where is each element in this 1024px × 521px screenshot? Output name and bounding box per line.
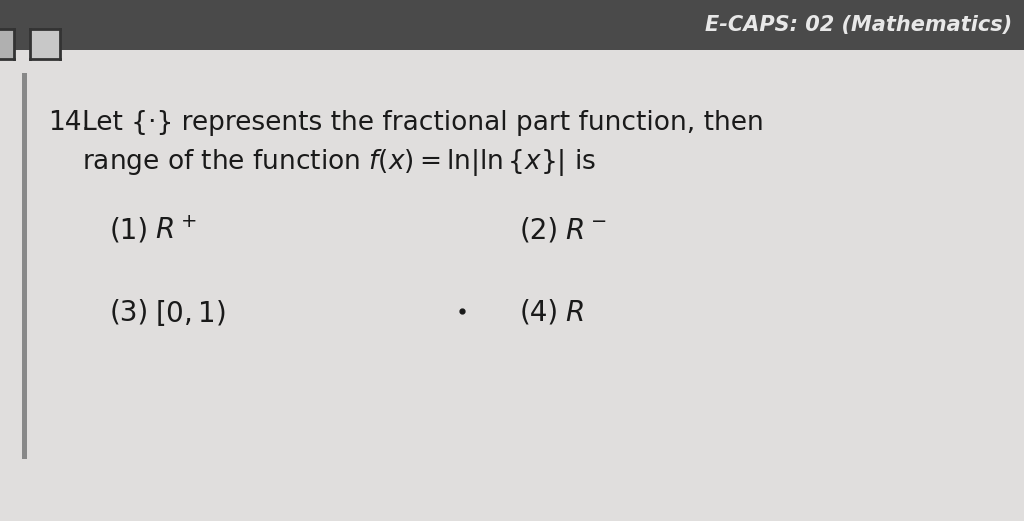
Text: $R^+$: $R^+$ xyxy=(155,217,197,245)
Text: $[0, 1)$: $[0, 1)$ xyxy=(155,298,225,328)
Text: (2): (2) xyxy=(520,217,559,245)
Text: (1): (1) xyxy=(110,217,150,245)
Text: (3): (3) xyxy=(110,299,150,327)
Bar xyxy=(22,73,27,459)
Text: $R^-$: $R^-$ xyxy=(565,217,606,245)
Bar xyxy=(30,29,60,59)
Text: 14.: 14. xyxy=(48,110,90,136)
Text: E-CAPS: 02 (Mathematics): E-CAPS: 02 (Mathematics) xyxy=(705,15,1012,35)
Text: (4): (4) xyxy=(520,299,559,327)
Text: Let {·} represents the fractional part function, then: Let {·} represents the fractional part f… xyxy=(82,110,764,136)
Bar xyxy=(0,29,14,59)
Text: range of the function $f(x) = \ln|\ln\{x\}|$ is: range of the function $f(x) = \ln|\ln\{x… xyxy=(82,147,596,179)
Bar xyxy=(0,0,1024,50)
Text: $R$: $R$ xyxy=(565,299,584,327)
